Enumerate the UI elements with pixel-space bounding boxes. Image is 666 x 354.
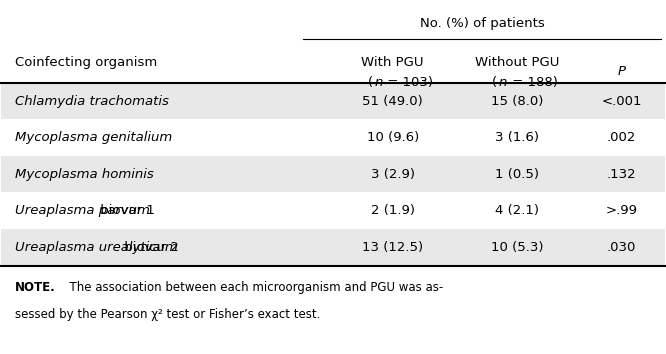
Text: 3 (1.6): 3 (1.6) (496, 131, 539, 144)
Text: .030: .030 (607, 241, 636, 254)
Text: = 103): = 103) (384, 76, 434, 89)
Text: Ureaplasma parvum: Ureaplasma parvum (15, 204, 150, 217)
Text: .002: .002 (607, 131, 636, 144)
Text: .132: .132 (607, 168, 636, 181)
Text: Chlamydia trachomatis: Chlamydia trachomatis (15, 95, 168, 108)
Text: 4 (2.1): 4 (2.1) (496, 204, 539, 217)
Text: (: ( (492, 76, 498, 89)
Text: Mycoplasma hominis: Mycoplasma hominis (15, 168, 153, 181)
Text: 51 (49.0): 51 (49.0) (362, 95, 423, 108)
Text: biovar 2: biovar 2 (120, 241, 178, 254)
Bar (1, 83, 665, 119)
Text: 1 (0.5): 1 (0.5) (496, 168, 539, 181)
Text: The association between each microorganism and PGU was as-: The association between each microorgani… (63, 281, 444, 294)
Text: 10 (5.3): 10 (5.3) (491, 241, 543, 254)
Text: sessed by the Pearson χ² test or Fisher’s exact test.: sessed by the Pearson χ² test or Fisher’… (15, 308, 320, 321)
Bar (1, 156, 665, 193)
Text: Ureaplasma parvum: Ureaplasma parvum (15, 204, 150, 217)
Text: 2 (1.9): 2 (1.9) (371, 204, 415, 217)
Text: Ureaplasma urealyticum: Ureaplasma urealyticum (15, 241, 177, 254)
Text: >.99: >.99 (605, 204, 637, 217)
Text: 10 (9.6): 10 (9.6) (366, 131, 419, 144)
Text: Ureaplasma urealyticum: Ureaplasma urealyticum (15, 241, 177, 254)
Text: n: n (374, 76, 382, 89)
Text: P: P (617, 65, 625, 78)
Text: Mycoplasma genitalium: Mycoplasma genitalium (15, 131, 172, 144)
Text: n: n (499, 76, 507, 89)
Text: = 188): = 188) (508, 76, 558, 89)
Text: No. (%) of patients: No. (%) of patients (420, 17, 545, 30)
Text: biovar 1: biovar 1 (96, 204, 155, 217)
Text: <.001: <.001 (601, 95, 642, 108)
Text: Coinfecting organism: Coinfecting organism (15, 56, 157, 69)
Text: With PGU: With PGU (362, 56, 424, 69)
Text: NOTE.: NOTE. (15, 281, 55, 294)
Text: 13 (12.5): 13 (12.5) (362, 241, 424, 254)
Text: (: ( (368, 76, 372, 89)
Text: 15 (8.0): 15 (8.0) (492, 95, 543, 108)
Text: 3 (2.9): 3 (2.9) (371, 168, 415, 181)
Text: Without PGU: Without PGU (475, 56, 559, 69)
Bar (1, 229, 665, 266)
